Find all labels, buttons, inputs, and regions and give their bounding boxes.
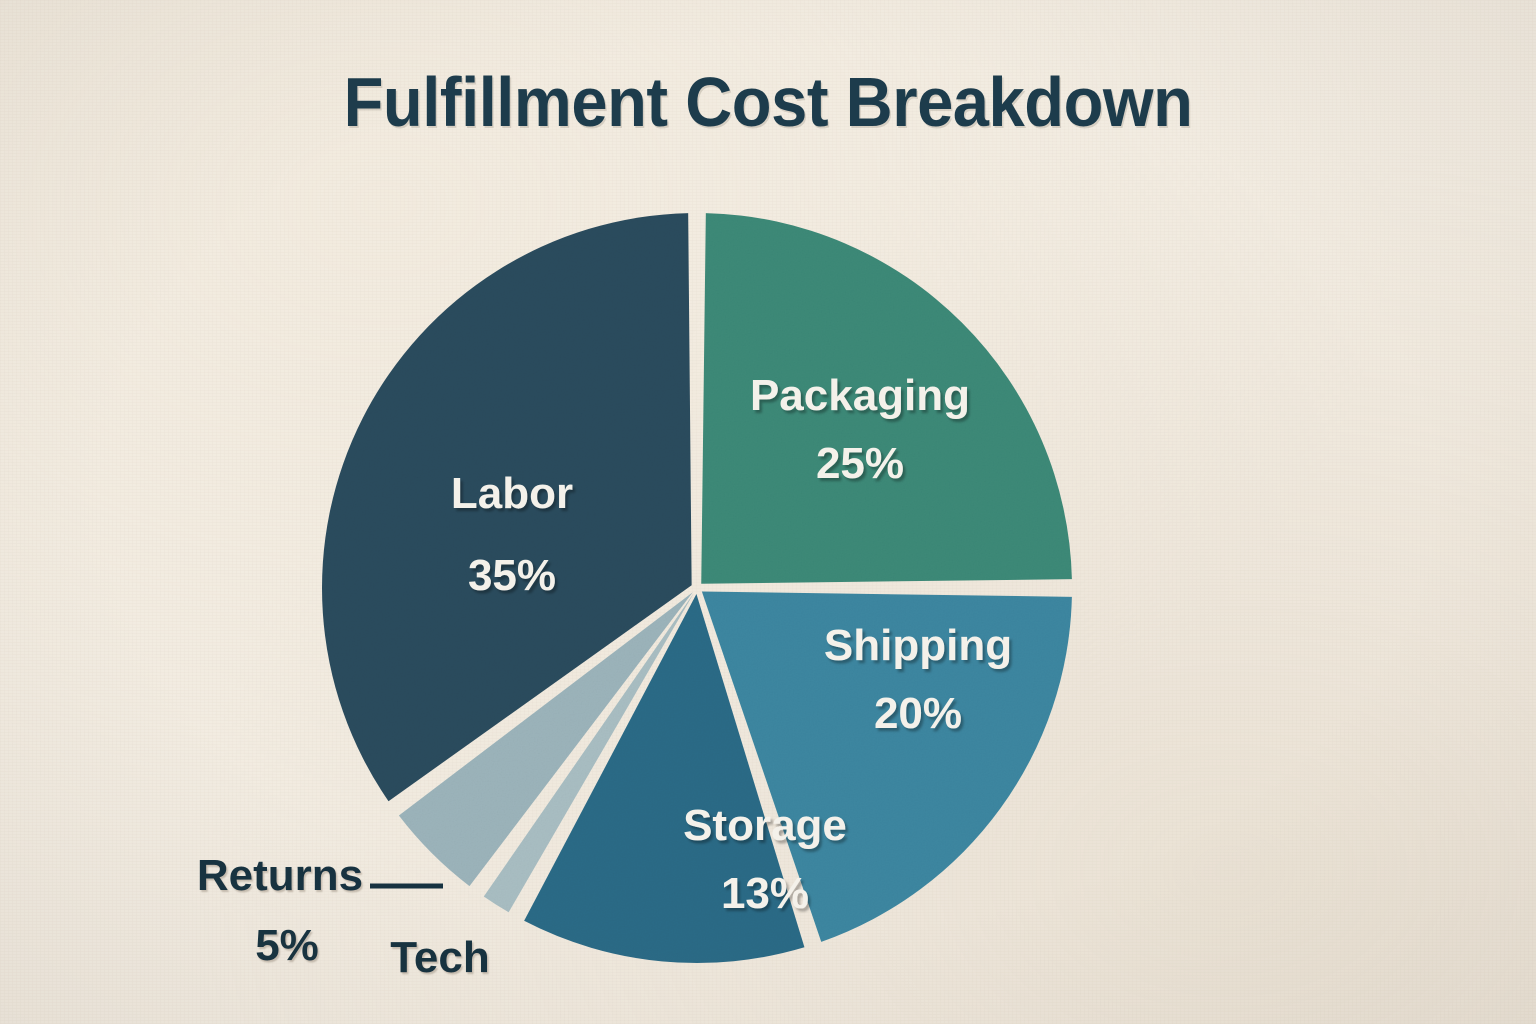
pie-slice-packaging[interactable]: [701, 213, 1072, 584]
slice-label-labor-name: Labor: [451, 469, 573, 518]
pie-slice-storage[interactable]: [524, 593, 805, 964]
page-title: Fulfillment Cost Breakdown: [343, 63, 1193, 141]
slice-label-returns-name: Returns: [197, 851, 363, 900]
pie-slice-returns[interactable]: [398, 592, 693, 887]
slice-label-storage-value: 13%: [721, 869, 809, 918]
slice-label-tech-name: Tech: [390, 933, 489, 982]
slice-label-packaging-value: 25%: [816, 439, 904, 488]
slice-label-returns-value: 5%: [255, 921, 319, 970]
slice-label-storage-name: Storage: [683, 801, 847, 850]
slice-label-shipping-value: 20%: [874, 689, 962, 738]
slice-label-labor-value: 35%: [468, 551, 556, 600]
slice-label-shipping-name: Shipping: [824, 621, 1012, 670]
slice-label-packaging-name: Packaging: [750, 371, 970, 420]
pie-slice-tech[interactable]: [483, 593, 694, 913]
pie-slice-labor[interactable]: [321, 213, 692, 802]
pie-slice-shipping[interactable]: [701, 591, 1072, 942]
